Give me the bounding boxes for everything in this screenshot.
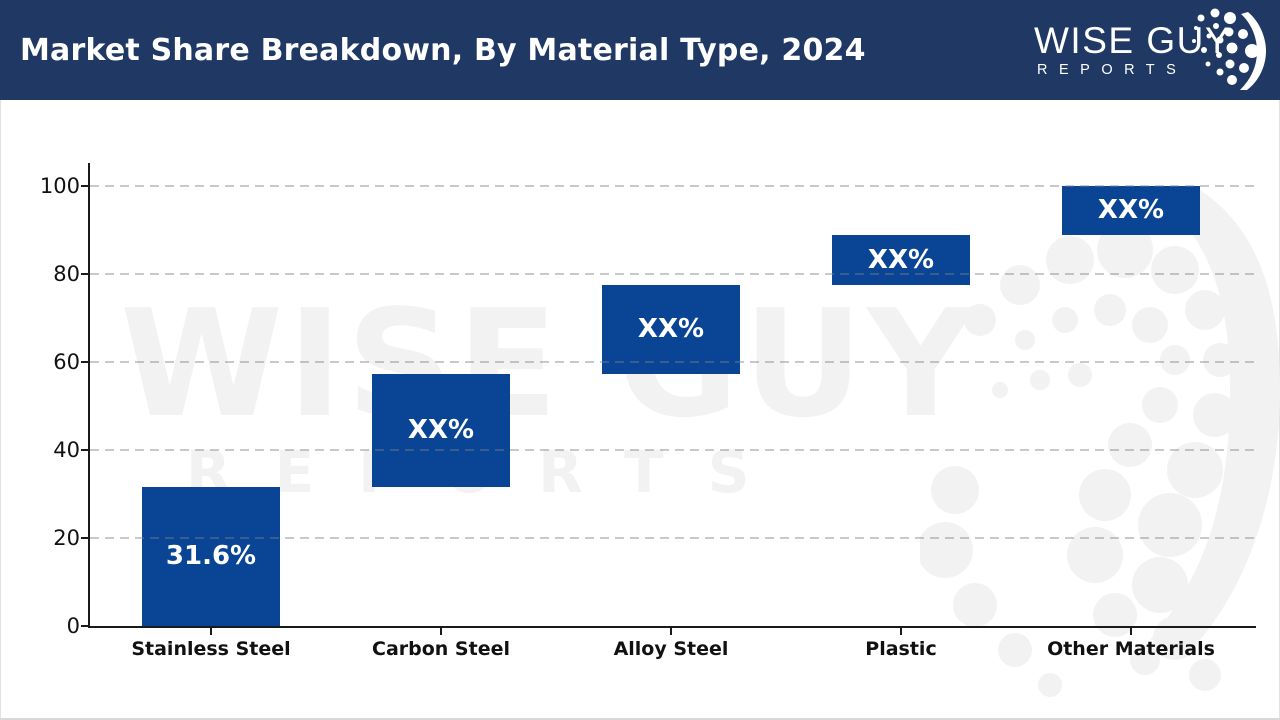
bar-segment: 31.6%	[142, 486, 280, 626]
y-tick-label: 0	[66, 614, 80, 638]
y-tick-label: 40	[53, 438, 80, 462]
logo-subtitle: REPORTS	[1037, 62, 1188, 78]
x-tick-mark	[670, 628, 672, 635]
y-gridline	[90, 185, 1256, 187]
bar-value-label: 31.6%	[165, 541, 257, 572]
y-tick-label: 60	[53, 350, 80, 374]
y-tick-mark	[81, 537, 89, 539]
y-axis-line	[88, 163, 90, 628]
y-tick-mark	[81, 273, 89, 275]
chart-title: Market Share Breakdown, By Material Type…	[20, 32, 866, 68]
x-axis-line	[88, 626, 1256, 628]
watermark-face-icon	[920, 190, 1280, 697]
y-tick-mark	[81, 449, 89, 451]
logo-face-icon	[1192, 8, 1266, 90]
y-tick-label: 100	[39, 174, 80, 198]
x-category-label: Carbon Steel	[372, 638, 510, 660]
watermark-wordmark: WISE GUY	[120, 278, 979, 450]
bar-segment: XX%	[832, 234, 970, 285]
bar-segment: XX%	[602, 285, 740, 374]
bar-segment: XX%	[1062, 186, 1200, 235]
y-tick-label: 80	[53, 262, 80, 286]
y-tick-mark	[81, 185, 89, 187]
bar-value-label: XX%	[407, 415, 475, 446]
page-border-bottom	[0, 718, 1280, 720]
bar-value-label: XX%	[1097, 195, 1165, 226]
x-tick-mark	[900, 628, 902, 635]
x-category-label: Alloy Steel	[613, 638, 729, 660]
x-tick-mark	[1130, 628, 1132, 635]
x-category-label: Other Materials	[1047, 638, 1215, 660]
x-tick-mark	[210, 628, 212, 635]
x-tick-mark	[440, 628, 442, 635]
wiseguy-logo: WISE GUY REPORTS	[1016, 6, 1266, 94]
y-gridline	[90, 449, 1256, 451]
y-tick-mark	[81, 625, 89, 627]
bar-segment: XX%	[372, 373, 510, 487]
y-tick-mark	[81, 361, 89, 363]
header-bar: Market Share Breakdown, By Material Type…	[0, 0, 1280, 100]
y-gridline	[90, 273, 1256, 275]
bar-value-label: XX%	[867, 244, 935, 275]
bar-value-label: XX%	[637, 314, 705, 345]
y-tick-label: 20	[53, 526, 80, 550]
x-category-label: Plastic	[865, 638, 937, 660]
y-gridline	[90, 537, 1256, 539]
x-category-label: Stainless Steel	[131, 638, 291, 660]
plot-area: WISE GUY REPORTS	[0, 100, 1280, 720]
y-gridline	[90, 361, 1256, 363]
page-border-left	[0, 100, 1, 720]
